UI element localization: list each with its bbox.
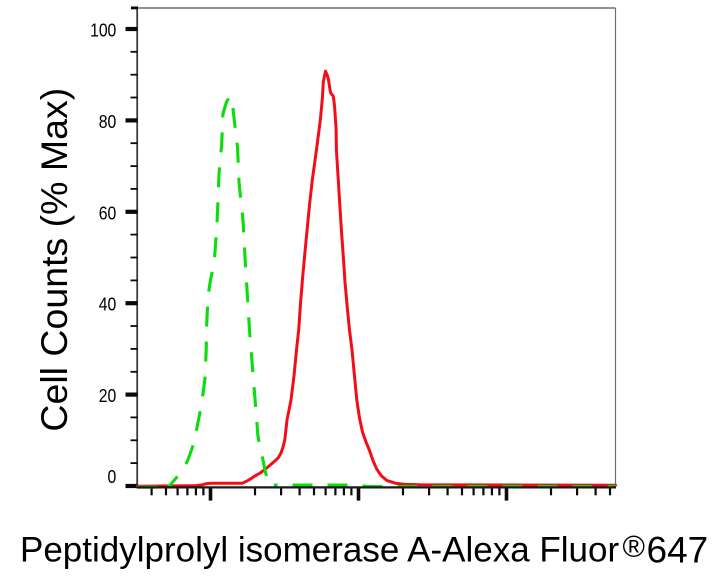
svg-text:100: 100 [90, 19, 116, 41]
svg-text:®: ® [623, 530, 645, 564]
svg-text:Cell Counts (% Max): Cell Counts (% Max) [33, 88, 75, 432]
svg-text:80: 80 [99, 111, 116, 133]
svg-text:Peptidylprolyl isomerase A-Ale: Peptidylprolyl isomerase A-Alexa Fluor [20, 531, 619, 570]
svg-text:647: 647 [647, 530, 709, 571]
svg-text:0: 0 [108, 466, 117, 488]
svg-text:40: 40 [99, 293, 116, 315]
svg-text:60: 60 [99, 202, 116, 224]
svg-text:20: 20 [99, 385, 116, 407]
